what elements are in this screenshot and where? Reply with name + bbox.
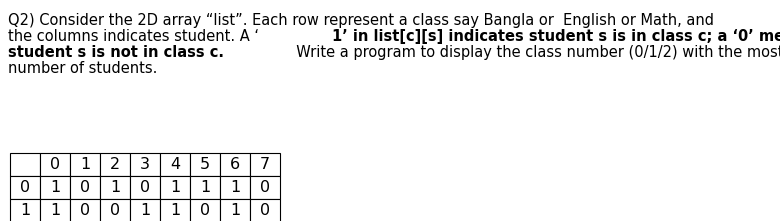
Text: Q2) Consider the 2D array “list”. Each row represent a class say Bangla or  Engl: Q2) Consider the 2D array “list”. Each r…: [8, 13, 714, 28]
Bar: [250, 153, 280, 176]
Bar: [190, 176, 220, 199]
Text: 1: 1: [50, 203, 60, 218]
Text: 1: 1: [20, 203, 30, 218]
Text: 5: 5: [200, 157, 210, 172]
Text: the columns indicates student. A ‘: the columns indicates student. A ‘: [8, 29, 259, 44]
Text: 1’ in list[c][s] indicates student s is in class c; a ‘0’ means: 1’ in list[c][s] indicates student s is …: [332, 29, 780, 44]
Text: 1: 1: [170, 203, 180, 218]
Text: 1: 1: [230, 203, 240, 218]
Text: 1: 1: [230, 180, 240, 195]
Text: 0: 0: [260, 203, 270, 218]
Text: 1: 1: [200, 180, 210, 195]
Bar: [250, 176, 280, 199]
Bar: [40, 176, 70, 199]
Bar: [160, 176, 190, 199]
Text: 1: 1: [110, 180, 120, 195]
Bar: [220, 153, 250, 176]
Text: Write a program to display the class number (0/1/2) with the most: Write a program to display the class num…: [287, 45, 780, 60]
Bar: [10, 153, 40, 176]
Bar: [190, 199, 220, 221]
Text: 0: 0: [20, 180, 30, 195]
Bar: [130, 199, 160, 221]
Text: 3: 3: [140, 157, 150, 172]
Text: 0: 0: [80, 203, 90, 218]
Bar: [130, 176, 160, 199]
Bar: [70, 176, 100, 199]
Text: 6: 6: [230, 157, 240, 172]
Text: 4: 4: [170, 157, 180, 172]
Bar: [130, 153, 160, 176]
Text: 1: 1: [80, 157, 90, 172]
Text: 0: 0: [200, 203, 210, 218]
Bar: [10, 176, 40, 199]
Text: 1: 1: [170, 180, 180, 195]
Bar: [190, 153, 220, 176]
Text: 0: 0: [50, 157, 60, 172]
Text: 7: 7: [260, 157, 270, 172]
Text: 0: 0: [260, 180, 270, 195]
Bar: [10, 199, 40, 221]
Text: number of students.: number of students.: [8, 61, 158, 76]
Text: 2: 2: [110, 157, 120, 172]
Bar: [100, 199, 130, 221]
Bar: [220, 176, 250, 199]
Text: student s is not in class c.: student s is not in class c.: [8, 45, 224, 60]
Bar: [160, 199, 190, 221]
Bar: [100, 176, 130, 199]
Bar: [220, 199, 250, 221]
Bar: [100, 153, 130, 176]
Bar: [70, 199, 100, 221]
Text: 1: 1: [140, 203, 150, 218]
Bar: [40, 199, 70, 221]
Bar: [250, 199, 280, 221]
Bar: [70, 153, 100, 176]
Bar: [160, 153, 190, 176]
Text: 0: 0: [110, 203, 120, 218]
Text: 0: 0: [140, 180, 150, 195]
Bar: [40, 153, 70, 176]
Text: 0: 0: [80, 180, 90, 195]
Text: 1: 1: [50, 180, 60, 195]
